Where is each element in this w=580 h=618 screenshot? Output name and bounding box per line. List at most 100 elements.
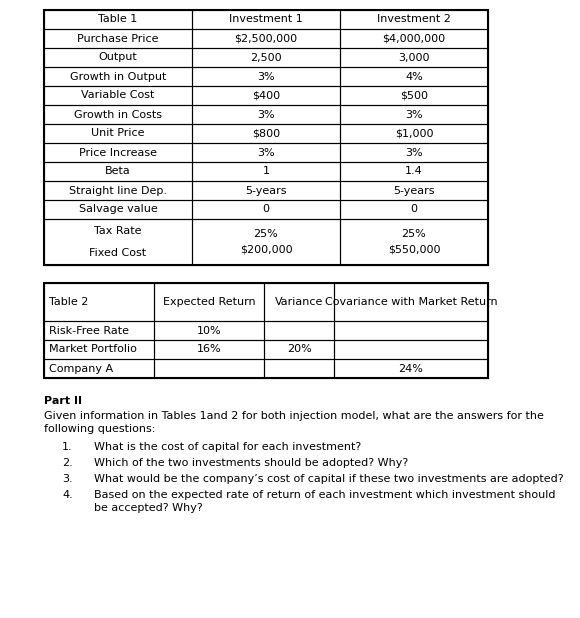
Bar (192, 67, 340, 86)
Text: 25%: 25% (253, 229, 278, 239)
Bar (192, 10, 340, 29)
Bar (44, 10, 488, 265)
Text: 2.: 2. (62, 458, 72, 468)
Bar (44, 10, 192, 29)
Bar (44, 105, 192, 124)
Bar (340, 200, 488, 219)
Text: 1.4: 1.4 (405, 166, 423, 177)
Bar (334, 340, 488, 359)
Text: What would be the company’s cost of capital if these two investments are adopted: What would be the company’s cost of capi… (94, 474, 564, 484)
Text: Straight line Dep.: Straight line Dep. (69, 185, 167, 195)
Text: What is the cost of capital for each investment?: What is the cost of capital for each inv… (94, 442, 361, 452)
Bar (44, 321, 154, 340)
Text: Market Portfolio: Market Portfolio (49, 344, 137, 355)
Bar (192, 143, 340, 162)
Text: Based on the expected rate of return of each investment which investment should: Based on the expected rate of return of … (94, 490, 556, 500)
Bar (192, 162, 340, 181)
Bar (44, 200, 192, 219)
Text: Given information in Tables 1and 2 for both injection model, what are the answer: Given information in Tables 1and 2 for b… (44, 411, 544, 421)
Bar (340, 124, 488, 143)
Bar (192, 181, 340, 200)
Text: Covariance with Market Return: Covariance with Market Return (325, 297, 497, 307)
Bar (192, 200, 340, 219)
Bar (44, 29, 192, 48)
Text: 1: 1 (263, 166, 270, 177)
Text: Variance: Variance (275, 297, 323, 307)
Bar (334, 283, 488, 321)
Text: 3%: 3% (257, 148, 275, 158)
Text: Company A: Company A (49, 363, 113, 373)
Text: 4%: 4% (405, 72, 423, 82)
Bar (340, 48, 488, 67)
Text: $1,000: $1,000 (395, 129, 433, 138)
Bar (154, 321, 264, 340)
Bar (154, 340, 264, 359)
Text: Variable Cost: Variable Cost (81, 90, 155, 101)
Text: 3%: 3% (257, 72, 275, 82)
Bar (340, 10, 488, 29)
Text: Purchase Price: Purchase Price (77, 33, 159, 43)
Text: 5-years: 5-years (245, 185, 287, 195)
Text: Unit Price: Unit Price (91, 129, 145, 138)
Text: 3%: 3% (257, 109, 275, 119)
Bar (44, 359, 154, 378)
Text: Risk-Free Rate: Risk-Free Rate (49, 326, 129, 336)
Text: $500: $500 (400, 90, 428, 101)
Text: 5-years: 5-years (393, 185, 435, 195)
Bar (340, 67, 488, 86)
Text: following questions:: following questions: (44, 424, 155, 434)
Text: Growth in Output: Growth in Output (70, 72, 166, 82)
Bar (44, 219, 192, 265)
Text: 16%: 16% (197, 344, 222, 355)
Text: 20%: 20% (287, 344, 311, 355)
Bar (192, 105, 340, 124)
Text: be accepted? Why?: be accepted? Why? (94, 503, 203, 513)
Bar (44, 283, 488, 378)
Bar (340, 143, 488, 162)
Text: Investment 2: Investment 2 (377, 14, 451, 25)
Text: Salvage value: Salvage value (79, 205, 157, 214)
Bar (44, 162, 192, 181)
Bar (264, 283, 334, 321)
Text: Investment 1: Investment 1 (229, 14, 303, 25)
Bar (44, 48, 192, 67)
Text: Output: Output (99, 53, 137, 62)
Bar (334, 321, 488, 340)
Text: $400: $400 (252, 90, 280, 101)
Text: 3.: 3. (62, 474, 72, 484)
Text: 3,000: 3,000 (398, 53, 430, 62)
Bar (154, 359, 264, 378)
Text: 3%: 3% (405, 148, 423, 158)
Text: Expected Return: Expected Return (162, 297, 255, 307)
Text: $2,500,000: $2,500,000 (234, 33, 298, 43)
Text: 24%: 24% (398, 363, 423, 373)
Bar (192, 86, 340, 105)
Bar (154, 283, 264, 321)
Text: 25%: 25% (401, 229, 426, 239)
Bar (340, 162, 488, 181)
Bar (44, 340, 154, 359)
Bar (264, 359, 334, 378)
Text: Table 1: Table 1 (99, 14, 137, 25)
Text: 0: 0 (263, 205, 270, 214)
Text: 2,500: 2,500 (250, 53, 282, 62)
Text: Fixed Cost: Fixed Cost (89, 248, 147, 258)
Text: $4,000,000: $4,000,000 (382, 33, 445, 43)
Text: Which of the two investments should be adopted? Why?: Which of the two investments should be a… (94, 458, 408, 468)
Bar (264, 321, 334, 340)
Text: 3%: 3% (405, 109, 423, 119)
Text: Tax Rate: Tax Rate (94, 226, 142, 237)
Text: Table 2: Table 2 (49, 297, 88, 307)
Text: Beta: Beta (105, 166, 131, 177)
Bar (44, 181, 192, 200)
Bar (192, 124, 340, 143)
Bar (192, 219, 340, 265)
Text: $800: $800 (252, 129, 280, 138)
Bar (340, 105, 488, 124)
Bar (44, 124, 192, 143)
Text: 0: 0 (411, 205, 418, 214)
Bar (44, 143, 192, 162)
Text: 1.: 1. (62, 442, 72, 452)
Text: Part II: Part II (44, 396, 82, 406)
Text: $550,000: $550,000 (388, 245, 440, 255)
